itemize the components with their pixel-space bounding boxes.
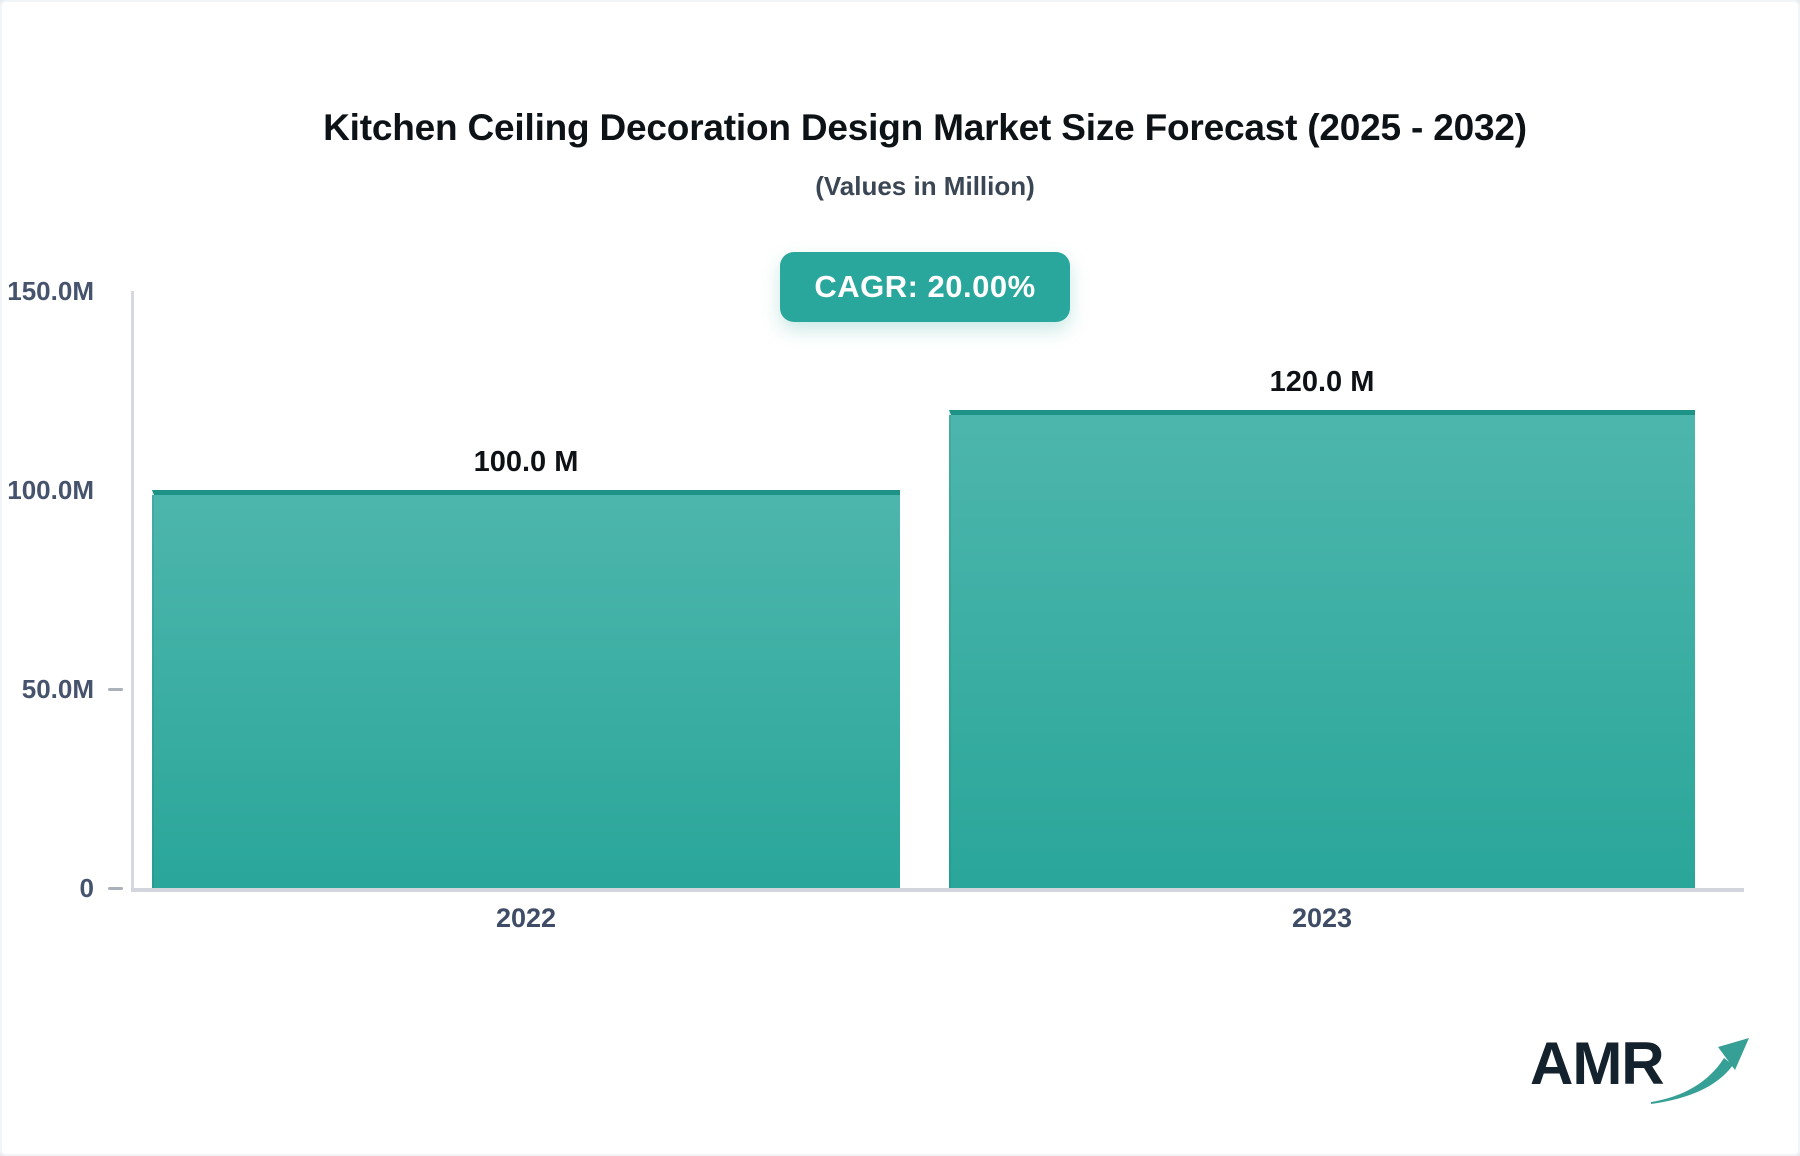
y-tick-dash	[108, 688, 123, 691]
x-axis-label: 2022	[495, 903, 557, 933]
y-axis-line	[131, 291, 134, 888]
chart-subtitle: (Values in Million)	[815, 171, 1035, 201]
cagr-badge: CAGR: 20.00%	[780, 252, 1070, 322]
y-tick-label: 50.0M	[21, 674, 94, 704]
chart-header: Kitchen Ceiling Decoration Design Market…	[2, 2, 1798, 322]
bar	[949, 410, 1695, 888]
y-tick-label: 0	[79, 873, 94, 903]
bar	[152, 490, 900, 888]
x-axis-label: 2023	[1291, 903, 1353, 933]
y-tick-dash	[108, 887, 123, 890]
y-tick-label: 150.0M	[7, 276, 94, 306]
x-axis-line	[131, 888, 1744, 892]
trend-arrow-icon	[1650, 1038, 1749, 1104]
y-tick-label: 100.0M	[7, 475, 94, 505]
amr-logo-text: AMR	[1530, 1030, 1665, 1097]
bar-value-label: 100.0 M	[473, 446, 579, 478]
bar-value-label: 120.0 M	[1269, 366, 1375, 399]
amr-logo: AMR	[1530, 1034, 1750, 1106]
chart-title: Kitchen Ceiling Decoration Design Market…	[323, 107, 1527, 148]
